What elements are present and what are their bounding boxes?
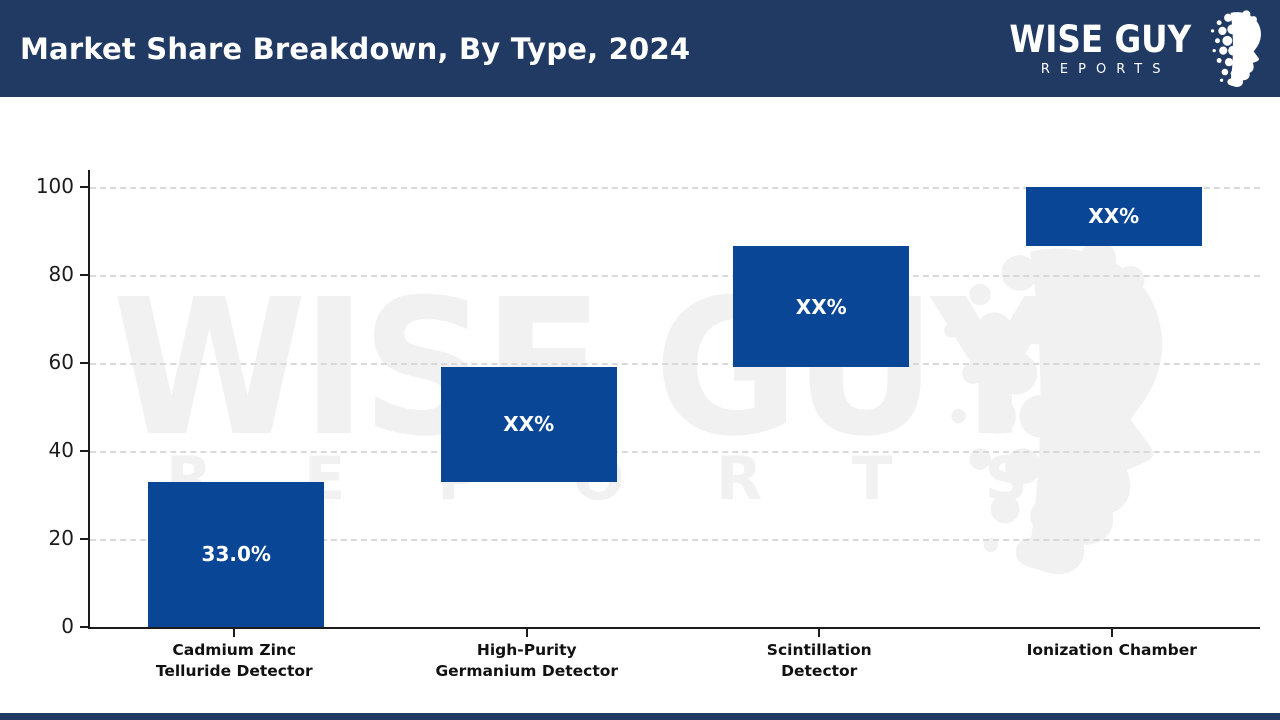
gridline [90,538,1260,541]
logo-text: WISE GUY REPORTS [997,21,1204,77]
gridline [90,362,1260,365]
logo-subtitle: REPORTS [1040,61,1171,77]
x-tick-mark [525,629,528,637]
y-tick-label: 80 [48,261,74,286]
category-label: Cadmium Zinc Telluride Detector [84,640,384,683]
bar: XX% [733,246,910,368]
y-tick-mark [80,537,88,540]
y-tick-mark [80,361,88,364]
bar-value-label: XX% [1088,204,1140,229]
plot-area: 33.0% XX% XX% XX% [88,170,1260,629]
footer-strip [0,713,1280,720]
gridline [90,450,1260,453]
bar: 33.0% [148,481,325,627]
logo-head-icon [1210,9,1261,87]
y-tick-mark [80,449,88,452]
bar-value-label: XX% [795,294,847,319]
y-tick-label: 20 [48,525,74,550]
category-label-line: Telluride Detector [155,662,313,681]
category-label: High-Purity Germanium Detector [377,640,677,683]
category-label: Scintillation Detector [669,640,969,683]
category-label-line: High-Purity [476,641,577,659]
bar-value-label: 33.0% [201,542,271,567]
x-tick-mark [818,629,821,637]
logo-wordmark: WISE GUY [1009,17,1192,61]
gridline [90,186,1260,189]
bar: XX% [440,367,617,482]
y-tick-mark [80,626,88,628]
category-label-line: Ionization Chamber [1026,641,1197,659]
category-label: Ionization Chamber [962,640,1262,661]
x-tick-mark [233,629,236,637]
y-tick-label: 60 [48,349,74,374]
category-label-line: Cadmium Zinc [172,641,297,659]
wiseguy-logo: WISE GUY REPORTS [997,6,1266,92]
y-tick-label: 100 [35,173,74,198]
category-label-line: Germanium Detector [435,662,619,681]
bar: XX% [1025,186,1202,247]
x-tick-mark [1110,629,1113,637]
category-label-line: Detector [781,662,858,681]
gridline [90,274,1260,277]
page-title: Market Share Breakdown, By Type, 2024 [20,31,691,66]
y-tick-mark [80,273,88,276]
y-tick-mark [80,185,88,188]
header: Market Share Breakdown, By Type, 2024 WI… [0,0,1280,97]
category-label-line: Scintillation [766,641,872,659]
y-tick-label: 40 [48,437,74,462]
bar-value-label: XX% [503,412,555,437]
y-tick-label: 0 [61,614,74,638]
